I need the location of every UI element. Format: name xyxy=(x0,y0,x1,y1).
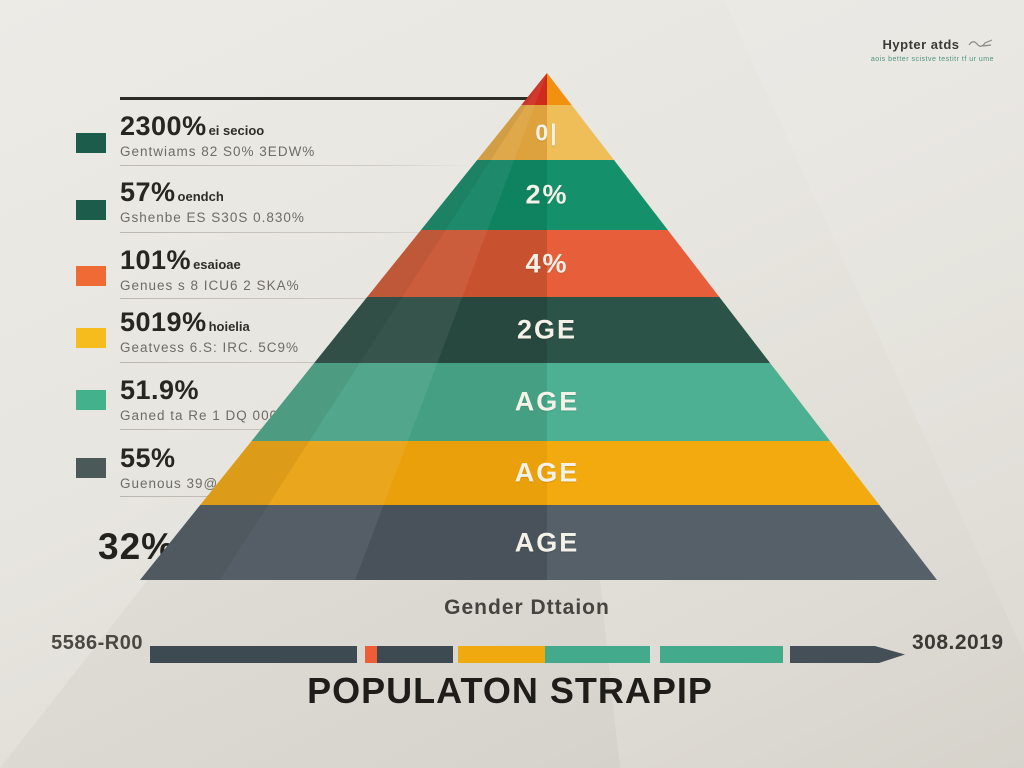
legend-separator xyxy=(120,165,472,166)
legend-row: 55% Guenous 39@co xyxy=(120,443,460,492)
legend-value: 5019% xyxy=(120,307,207,337)
legend-row: 2300% ei secioo Gentwiams 82 S0% 3EDW% xyxy=(120,111,460,160)
bar-segment xyxy=(545,646,650,663)
legend-suffix: oendch xyxy=(177,189,224,204)
legend-separator xyxy=(120,362,472,363)
legend-row: 5019% hoielia Geatvess 6.S: IRC. 5C9% xyxy=(120,307,460,356)
legend-row: 51.9% Ganed ta Re 1 DQ 000% xyxy=(120,375,460,424)
band-label: AGE xyxy=(514,386,580,417)
legend-swatch xyxy=(76,266,106,286)
scribble-icon xyxy=(968,36,994,54)
brand-subtitle: aois better scistve testitr tf ur ume xyxy=(870,56,994,64)
legend-swatch xyxy=(76,390,106,410)
legend-value: 101% xyxy=(120,245,192,275)
band-label: AGE xyxy=(514,527,580,557)
brand-title: Hypter atds xyxy=(882,37,960,53)
bar-segment xyxy=(458,646,545,663)
legend-separator xyxy=(120,298,472,299)
bar-segment-arrow xyxy=(790,646,905,663)
band-label: AGE xyxy=(514,457,580,488)
legend-suffix: esaioae xyxy=(193,257,241,272)
legend-subtitle: Gshenbe ES S30S 0.830% xyxy=(120,210,305,226)
band-label: 2% xyxy=(525,179,569,210)
legend-row: 57% oendch Gshenbe ES S30S 0.830% xyxy=(120,177,460,226)
legend-value: 57% xyxy=(120,177,176,207)
pyramid-band: AGE xyxy=(140,505,937,580)
legend-value: 2300% xyxy=(120,111,207,141)
pyramid-band-apex xyxy=(140,73,937,105)
legend-suffix: hoielia xyxy=(208,319,250,334)
legend-suffix: ei secioo xyxy=(208,123,265,138)
gender-subtitle: Gender Dttaion xyxy=(444,596,610,619)
band-label: 0| xyxy=(535,119,559,145)
page-title: POPULATON STRAPIP xyxy=(307,670,713,711)
legend-swatch xyxy=(76,200,106,220)
legend-subtitle: Ganed ta Re 1 DQ 000% xyxy=(120,408,292,424)
bar-segment xyxy=(365,646,377,663)
legend-subtitle: Geatvess 6.S: IRC. 5C9% xyxy=(120,340,300,356)
brand-block: Hypter atds aois better scistve testitr … xyxy=(871,36,994,63)
band-label: 4% xyxy=(525,248,569,278)
legend-swatch xyxy=(76,458,106,478)
legend-subtitle: Gentwiams 82 S0% 3EDW% xyxy=(120,144,316,160)
legend-separator xyxy=(120,232,472,233)
legend-row: 101% esaioae Genues s 8 ICU6 2 SKA% xyxy=(120,245,460,294)
bar-segment xyxy=(660,646,783,663)
legend-value: 51.9% xyxy=(120,375,200,405)
legend-value: 55% xyxy=(120,443,176,473)
timeline-bar xyxy=(150,646,907,663)
legend-swatch xyxy=(76,133,106,153)
band-label: 2GE xyxy=(517,314,578,345)
bar-segment xyxy=(150,646,357,663)
legend-subtitle: Genues s 8 ICU6 2 SKA% xyxy=(120,278,300,294)
bar-segment xyxy=(377,646,453,663)
legend-subtitle: Guenous 39@co xyxy=(120,476,235,492)
legend-swatch xyxy=(76,328,106,348)
apex-leader-line xyxy=(120,97,547,100)
axis-right-label: 308.2019 xyxy=(912,631,1004,654)
axis-left-label: 5586-R00 xyxy=(51,632,143,654)
pyramid-band: AGE xyxy=(140,441,937,505)
